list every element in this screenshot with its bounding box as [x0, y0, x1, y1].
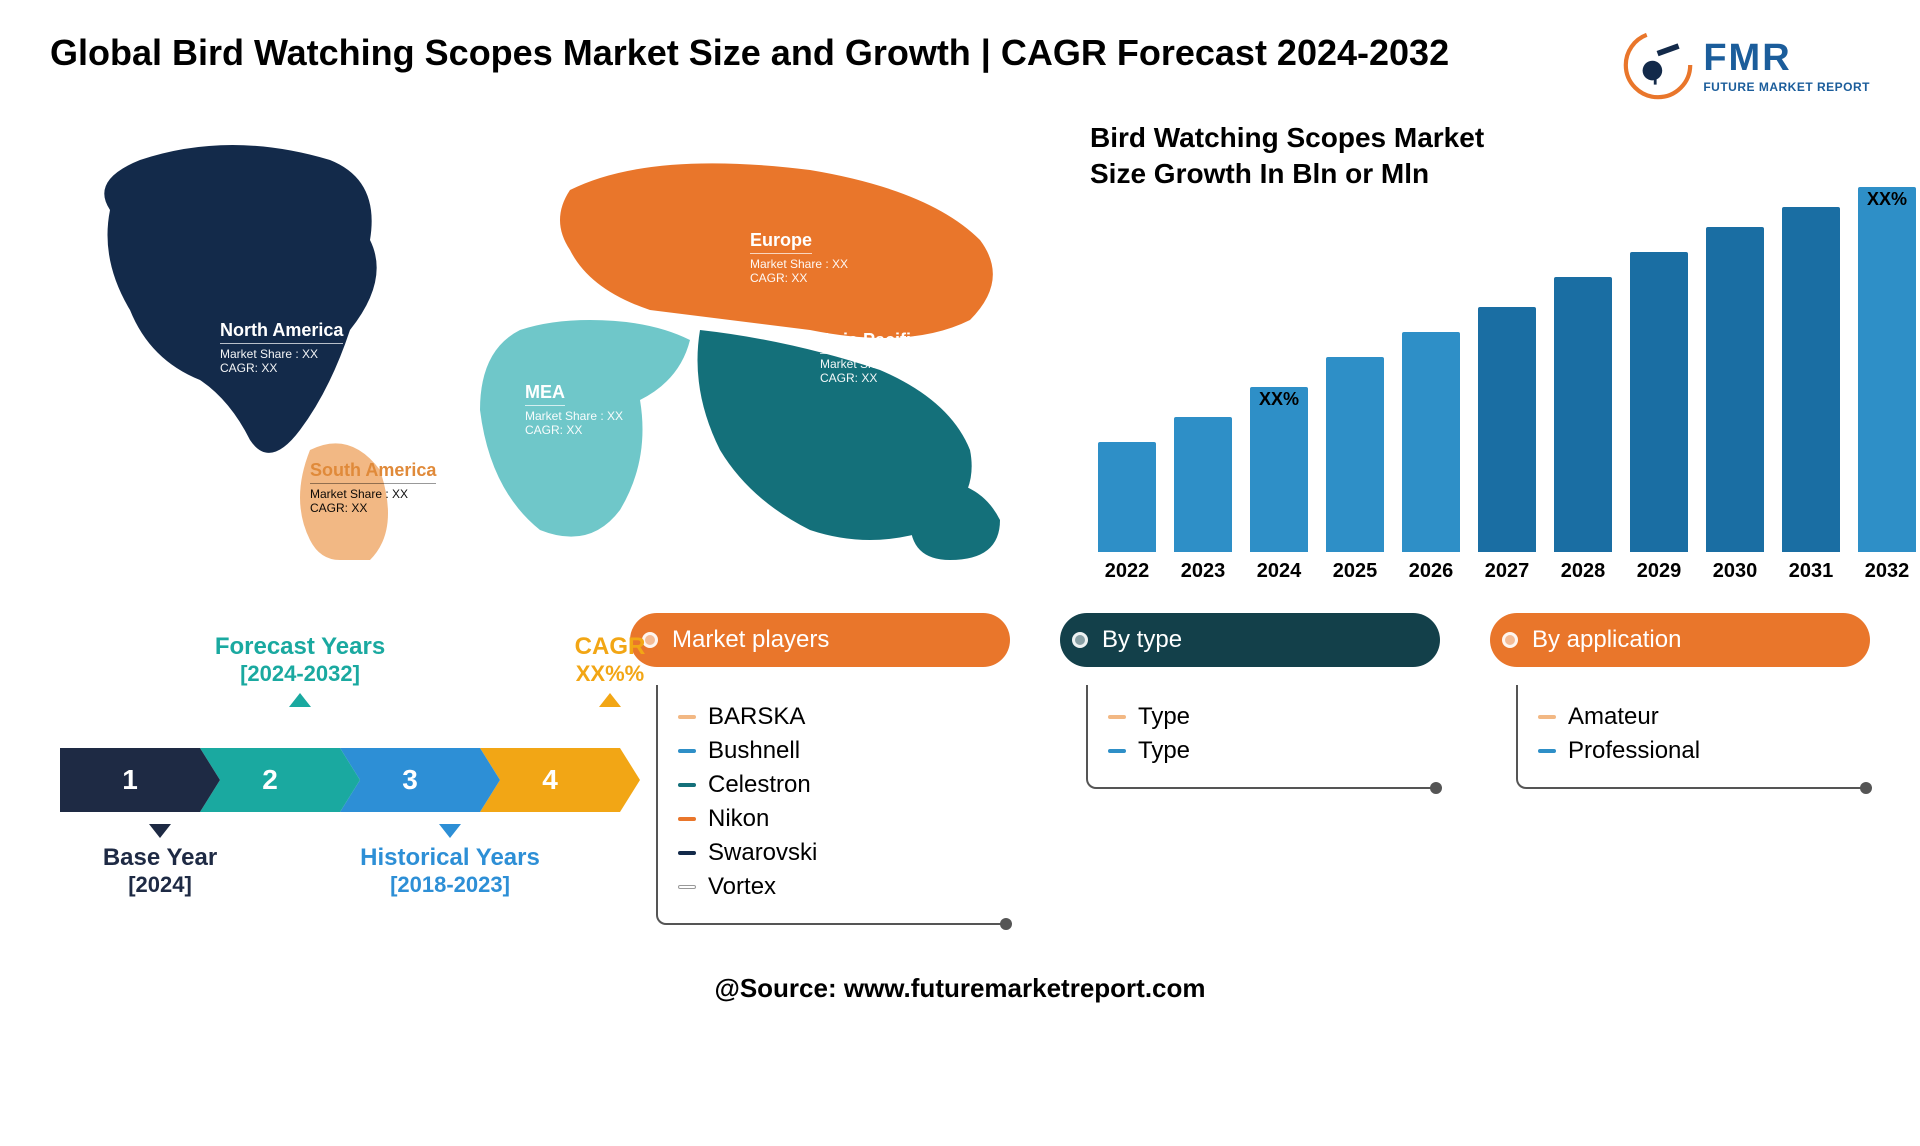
bar-2032: XX%2032	[1856, 187, 1918, 583]
source-attribution: @Source: www.futuremarketreport.com	[50, 973, 1870, 1004]
list-item: Type	[1108, 737, 1440, 765]
bar-chart-title: Bird Watching Scopes Market Size Growth …	[1090, 120, 1510, 193]
timeline: 1234 Base Year[2024]Forecast Years[2024-…	[50, 613, 590, 933]
bar-2022: 2022	[1096, 442, 1158, 583]
bar-chart: 20222023XX%20242025202620272028202920302…	[1090, 203, 1920, 583]
bar-2027: 2027	[1476, 307, 1538, 583]
list-item: Vortex	[678, 873, 1010, 901]
bar-2026: 2026	[1400, 332, 1462, 583]
region-label-mea: MEAMarket Share : XXCAGR: XX	[525, 382, 623, 437]
bar-2029: 2029	[1628, 252, 1690, 583]
bar-2028: 2028	[1552, 277, 1614, 583]
timeline-label-1: Base Year[2024]	[60, 818, 260, 898]
category-list: BARSKA Bushnell Celestron Nikon Swarovski Vor…	[656, 685, 1010, 925]
category-2: By application Amateur Professional	[1490, 613, 1870, 925]
world-map: North AmericaMarket Share : XXCAGR: XX So…	[50, 120, 1050, 560]
region-label-na: North AmericaMarket Share : XXCAGR: XX	[220, 320, 343, 375]
list-item: Type	[1108, 703, 1440, 731]
category-pill: By type	[1060, 613, 1440, 667]
bar-2031: 2031	[1780, 207, 1842, 583]
telescope-icon	[1623, 30, 1693, 100]
timeline-seg-3: 3	[340, 748, 480, 812]
timeline-seg-1: 1	[60, 748, 200, 812]
fmr-logo: FMR FUTURE MARKET REPORT	[1623, 30, 1870, 100]
bar-2023: 2023	[1172, 417, 1234, 583]
bar-2025: 2025	[1324, 357, 1386, 583]
category-list: Amateur Professional	[1516, 685, 1870, 789]
logo-text-main: FMR	[1703, 37, 1870, 80]
category-list: Type Type	[1086, 685, 1440, 789]
page-title: Global Bird Watching Scopes Market Size …	[50, 30, 1449, 75]
list-item: Nikon	[678, 805, 1010, 833]
list-item: Swarovski	[678, 839, 1010, 867]
timeline-seg-2: 2	[200, 748, 340, 812]
timeline-label-3: Historical Years[2018-2023]	[350, 818, 550, 898]
header: Global Bird Watching Scopes Market Size …	[50, 30, 1870, 100]
region-label-ap: Asia PacificMarket Share : XXCAGR: XX	[820, 330, 921, 385]
timeline-label-2: Forecast Years[2024-2032]	[200, 633, 400, 713]
list-item: Amateur	[1538, 703, 1870, 731]
region-label-eu: EuropeMarket Share : XXCAGR: XX	[750, 230, 848, 285]
category-pill: By application	[1490, 613, 1870, 667]
bar-2024: XX%2024	[1248, 387, 1310, 583]
list-item: Professional	[1538, 737, 1870, 765]
logo-text-sub: FUTURE MARKET REPORT	[1703, 80, 1870, 94]
list-item: Bushnell	[678, 737, 1010, 765]
timeline-seg-4: 4	[480, 748, 620, 812]
list-item: Celestron	[678, 771, 1010, 799]
list-item: BARSKA	[678, 703, 1010, 731]
region-label-sa: South AmericaMarket Share : XXCAGR: XX	[310, 460, 436, 515]
bar-2030: 2030	[1704, 227, 1766, 583]
category-1: By type Type Type	[1060, 613, 1440, 925]
